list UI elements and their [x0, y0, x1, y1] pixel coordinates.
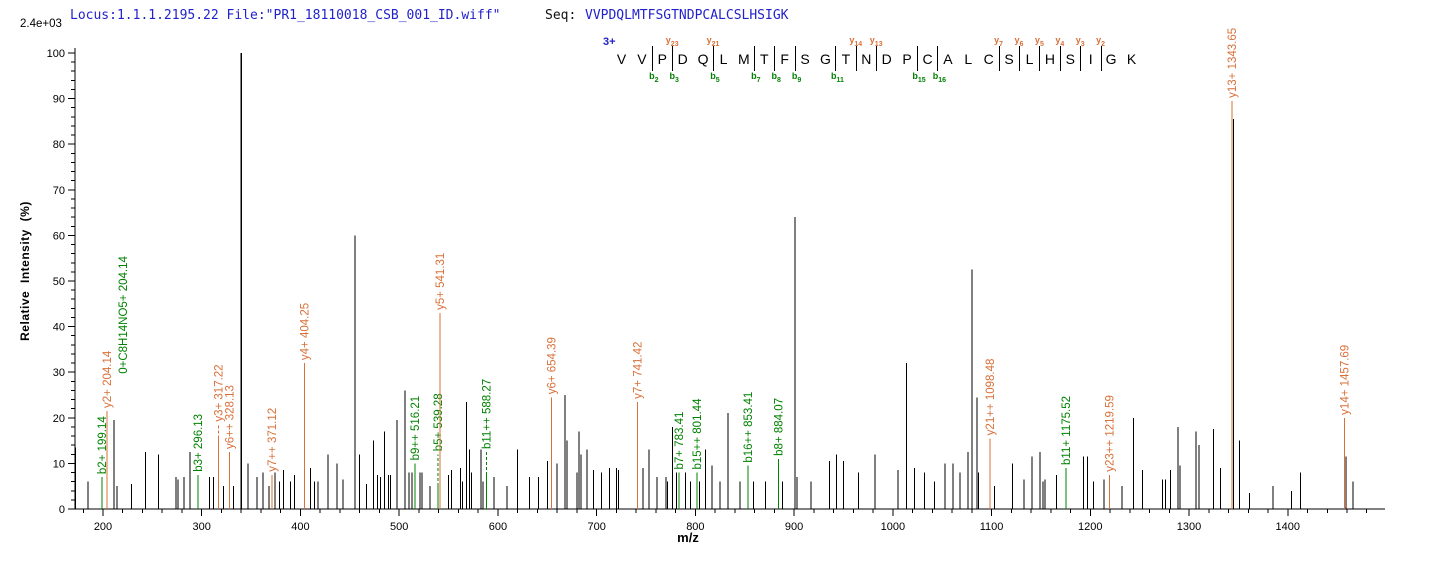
peak-label: b5+ 539.28: [433, 393, 445, 451]
peak-label: y13+ 1343.65: [1227, 28, 1239, 98]
peak-label: b2+ 199.14: [97, 416, 109, 474]
peak-label: y6+ 654.39: [547, 337, 559, 394]
locus-file-text: Locus:1.1.1.2195.22 File:"PR1_18110018_C…: [70, 8, 501, 23]
y-tick-label: 20: [53, 413, 65, 425]
x-axis-title: m/z: [677, 530, 699, 545]
x-tick-label: 500: [390, 521, 408, 533]
peak-label: y3+ 317.22: [214, 364, 226, 421]
peak-label: b15++ 801.44: [692, 398, 704, 470]
y-tick-label: 0: [59, 504, 65, 516]
x-tick-label: 1000: [881, 521, 905, 533]
peak-label: b11++ 588.27: [481, 379, 493, 449]
x-tick-label: 1100: [980, 521, 1004, 533]
peak-label: b3+ 296.13: [193, 414, 205, 472]
y-tick-label: 50: [53, 276, 65, 288]
peak-label: b16++ 853.41: [743, 392, 755, 463]
peak-label: y7++ 371.12: [267, 408, 279, 472]
x-tick-label: 1300: [1177, 521, 1201, 533]
peak-label: y2+ 204.14: [102, 350, 114, 408]
peak-label: y14+ 1457.69: [1340, 345, 1352, 415]
y-tick-label: 60: [53, 230, 65, 242]
peak-label: b8+ 884.07: [773, 398, 785, 456]
peak-label: b7+ 783.41: [674, 412, 686, 470]
peak-label: y23++ 1219.59: [1105, 395, 1117, 472]
peak-label: b9++ 516.21: [410, 396, 422, 461]
x-tick-label: 1400: [1276, 521, 1300, 533]
x-tick-label: 700: [587, 521, 605, 533]
y-tick-label: 10: [53, 458, 65, 470]
peak-label: b11+ 1175.52: [1061, 396, 1073, 465]
base-peak-intensity: 2.4e+03: [20, 18, 62, 30]
x-tick-label: 600: [489, 521, 507, 533]
y-tick-label: 30: [53, 367, 65, 379]
peak-label: y6++ 328.13: [225, 385, 237, 449]
peak-label: y4+ 404.25: [300, 303, 312, 360]
x-tick-label: 900: [785, 521, 803, 533]
seq-value: VVPDQLMTFSGTNDPCALCSLHSIGK: [585, 8, 789, 23]
peak-label: 0+C8H14NO5+ 204.14: [118, 256, 130, 374]
x-tick-label: 300: [193, 521, 211, 533]
y-tick-label: 70: [53, 185, 65, 197]
peak-label: y21++ 1098.48: [985, 359, 997, 436]
peak-label: y5+ 541.31: [435, 253, 447, 310]
x-tick-label: 200: [94, 521, 112, 533]
seq-label: Seq:: [545, 8, 577, 23]
y-tick-label: 80: [53, 139, 65, 151]
y-tick-label: 90: [53, 94, 65, 106]
y-tick-label: 100: [47, 48, 65, 60]
peak-label: y7+ 741.42: [633, 342, 645, 399]
x-tick-label: 400: [291, 521, 309, 533]
y-tick-label: 40: [53, 322, 65, 334]
x-tick-label: 800: [686, 521, 704, 533]
x-tick-label: 1200: [1078, 521, 1102, 533]
